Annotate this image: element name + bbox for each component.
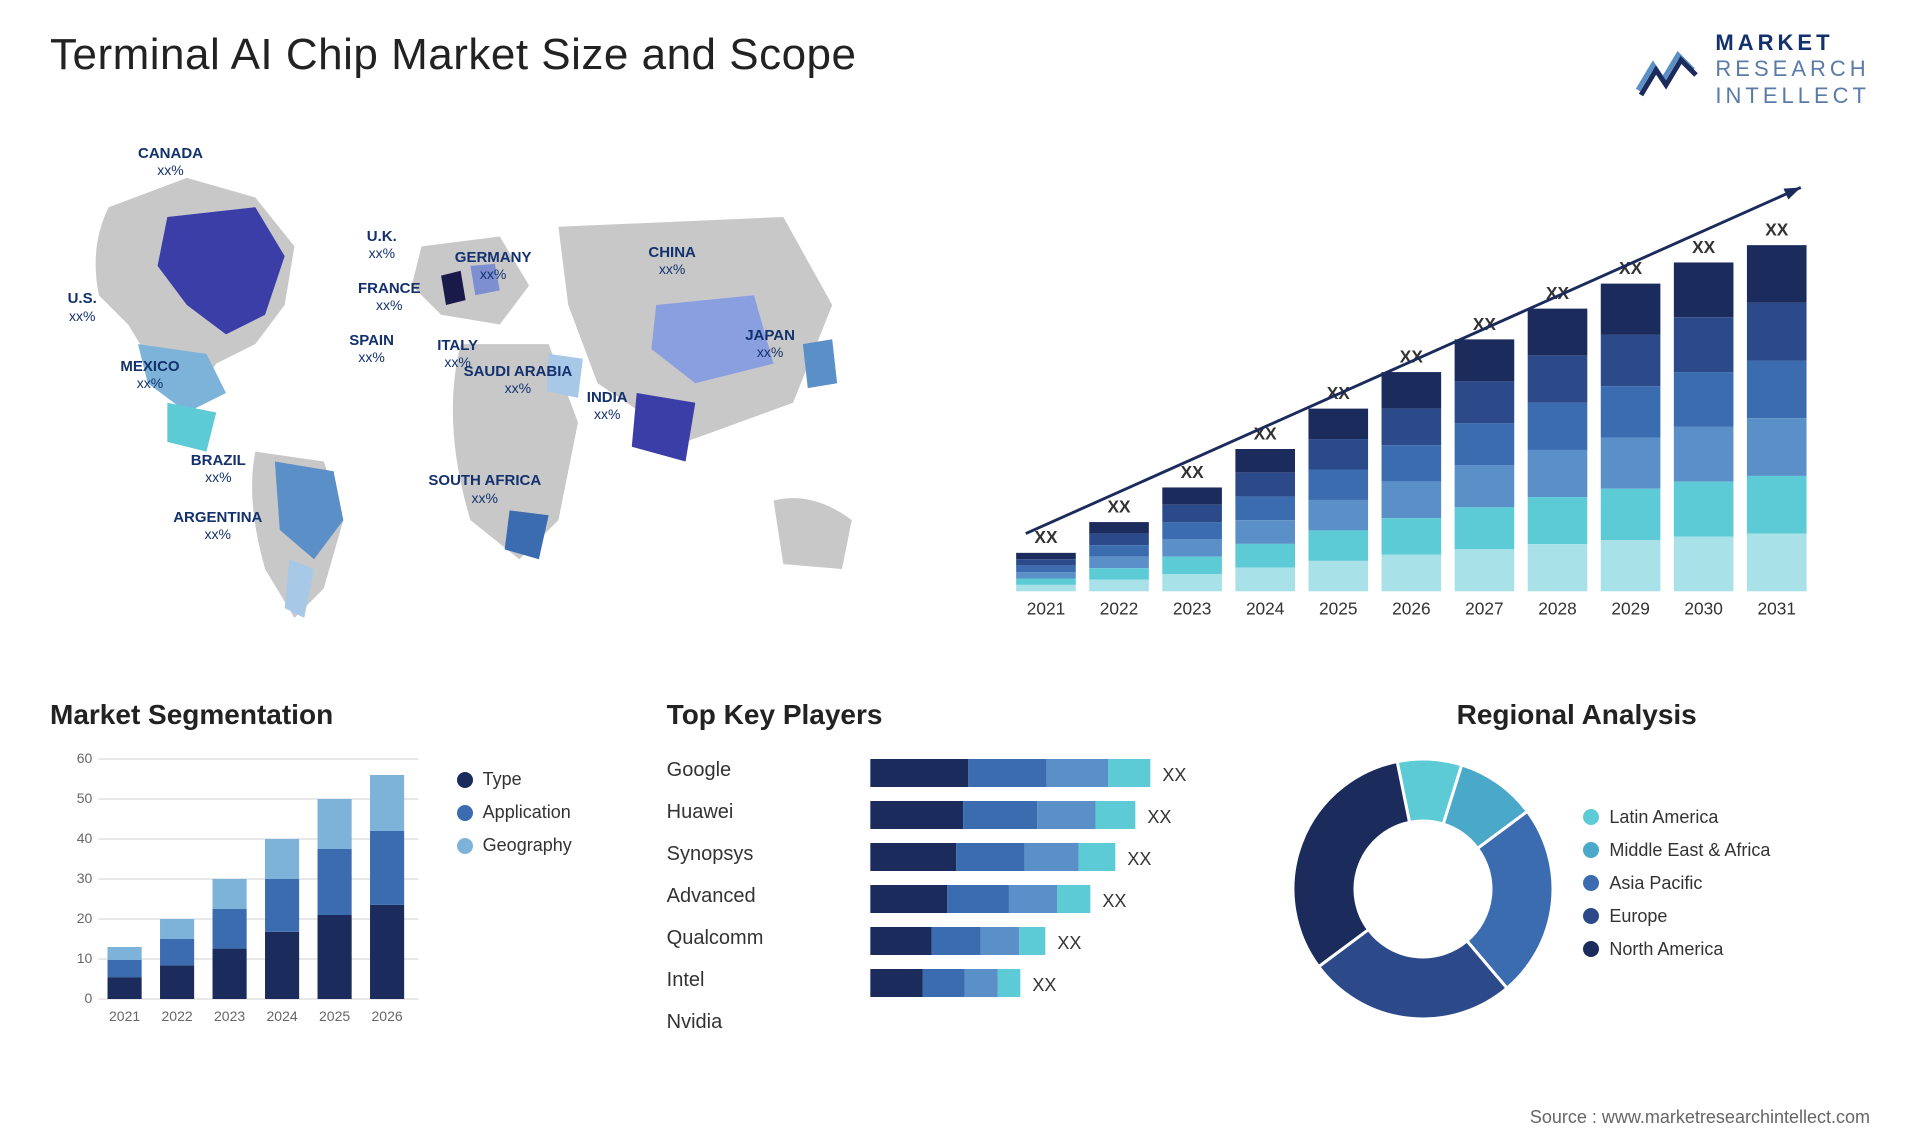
regional-legend: Latin America Middle East & Africa Asia Pa… — [1583, 807, 1783, 972]
svg-text:10: 10 — [77, 950, 93, 966]
country-label: CANADAxx% — [138, 145, 203, 180]
svg-text:2026: 2026 — [372, 1008, 403, 1024]
svg-text:XX: XX — [1057, 933, 1081, 953]
svg-text:2030: 2030 — [1684, 599, 1722, 619]
svg-text:XX: XX — [1107, 497, 1131, 517]
key-players-bars: XX XX XX XX XX XX — [867, 749, 1254, 1049]
svg-text:20: 20 — [77, 910, 93, 926]
legend-item: Type — [457, 769, 637, 790]
country-label: SPAINxx% — [349, 332, 394, 367]
svg-text:2024: 2024 — [267, 1008, 298, 1024]
key-player-name: Huawei — [667, 791, 847, 833]
country-label: U.S.xx% — [68, 290, 97, 325]
segmentation-panel: Market Segmentation 0 10 20 30 40 50 60 2021 202… — [50, 699, 637, 1049]
country-label: JAPANxx% — [745, 327, 795, 362]
svg-text:XX: XX — [1181, 462, 1205, 482]
legend-item: Geography — [457, 835, 637, 856]
svg-text:2023: 2023 — [214, 1008, 245, 1024]
segmentation-legend: Type Application Geography — [457, 749, 637, 1029]
country-label: INDIAxx% — [587, 389, 628, 424]
growth-chart: XX2021XX2022XX2023XX2024XX2025XX2026XX20… — [970, 129, 1870, 649]
key-players-title: Top Key Players — [667, 699, 1254, 731]
svg-text:2021: 2021 — [1027, 599, 1065, 619]
country-label: MEXICOxx% — [120, 358, 179, 393]
logo-text: MARKET RESEARCH INTELLECT — [1715, 30, 1870, 109]
svg-text:2024: 2024 — [1246, 599, 1285, 619]
logo-line2: RESEARCH — [1715, 56, 1870, 82]
svg-text:2027: 2027 — [1465, 599, 1503, 619]
growth-bars: XX2021XX2022XX2023XX2024XX2025XX2026XX20… — [980, 149, 1860, 649]
legend-item: Asia Pacific — [1583, 873, 1783, 894]
svg-text:2022: 2022 — [1100, 599, 1138, 619]
country-label: GERMANYxx% — [455, 249, 532, 284]
svg-text:XX: XX — [1162, 765, 1186, 785]
svg-text:2029: 2029 — [1611, 599, 1649, 619]
svg-text:XX: XX — [1102, 891, 1126, 911]
top-row: CANADAxx% U.S.xx% MEXICOxx% BRAZILxx% ARGENT… — [50, 129, 1870, 649]
svg-text:2021: 2021 — [109, 1008, 140, 1024]
svg-text:2031: 2031 — [1757, 599, 1795, 619]
regional-title: Regional Analysis — [1283, 699, 1870, 731]
svg-text:2025: 2025 — [1319, 599, 1357, 619]
country-label: SOUTH AFRICAxx% — [428, 472, 541, 507]
svg-text:30: 30 — [77, 870, 93, 886]
regional-donut — [1283, 749, 1563, 1029]
svg-text:XX: XX — [1034, 527, 1058, 547]
bottom-row: Market Segmentation 0 10 20 30 40 50 60 2021 202… — [50, 699, 1870, 1049]
country-label: U.K.xx% — [367, 228, 397, 263]
legend-item: Application — [457, 802, 637, 823]
legend-item: Middle East & Africa — [1583, 840, 1783, 861]
segmentation-chart: 0 10 20 30 40 50 60 2021 2022 2023 2024 2025 2026 — [50, 749, 437, 1029]
svg-text:XX: XX — [1147, 807, 1171, 827]
svg-text:XX: XX — [1127, 849, 1151, 869]
svg-text:XX: XX — [1765, 220, 1789, 240]
key-player-name: Qualcomm — [667, 917, 847, 959]
svg-text:50: 50 — [77, 790, 93, 806]
source-text: Source : www.marketresearchintellect.com — [1530, 1107, 1870, 1128]
country-label: FRANCExx% — [358, 280, 421, 315]
svg-text:60: 60 — [77, 750, 93, 766]
key-player-name: Synopsys — [667, 833, 847, 875]
segmentation-title: Market Segmentation — [50, 699, 637, 731]
svg-text:XX: XX — [1692, 237, 1716, 257]
brand-logo: MARKET RESEARCH INTELLECT — [1633, 30, 1870, 109]
key-player-name: Advanced — [667, 875, 847, 917]
regional-panel: Regional Analysis Latin America Middle Ea… — [1283, 699, 1870, 1049]
legend-item: Latin America — [1583, 807, 1783, 828]
country-label: ARGENTINAxx% — [173, 509, 262, 544]
key-players-names: GoogleHuaweiSynopsysAdvancedQualcommInte… — [667, 749, 847, 1049]
svg-text:0: 0 — [85, 990, 93, 1006]
key-player-name: Intel — [667, 959, 847, 1001]
svg-text:40: 40 — [77, 830, 93, 846]
legend-item: Europe — [1583, 906, 1783, 927]
country-label: SAUDI ARABIAxx% — [464, 363, 573, 398]
svg-text:2022: 2022 — [162, 1008, 193, 1024]
logo-line1: MARKET — [1715, 30, 1870, 56]
svg-text:2025: 2025 — [319, 1008, 350, 1024]
page-title: Terminal AI Chip Market Size and Scope — [50, 30, 857, 80]
key-players-panel: Top Key Players GoogleHuaweiSynopsysAdva… — [667, 699, 1254, 1049]
svg-text:2023: 2023 — [1173, 599, 1211, 619]
country-label: CHINAxx% — [648, 244, 696, 279]
country-label: BRAZILxx% — [191, 452, 246, 487]
logo-icon — [1633, 40, 1703, 100]
key-player-name: Google — [667, 749, 847, 791]
svg-text:2026: 2026 — [1392, 599, 1430, 619]
svg-text:2028: 2028 — [1538, 599, 1576, 619]
legend-item: North America — [1583, 939, 1783, 960]
svg-text:XX: XX — [1032, 975, 1056, 995]
logo-line3: INTELLECT — [1715, 83, 1870, 109]
world-map-panel: CANADAxx% U.S.xx% MEXICOxx% BRAZILxx% ARGENT… — [50, 129, 930, 649]
key-player-name: Nvidia — [667, 1001, 847, 1043]
header: Terminal AI Chip Market Size and Scope M… — [50, 30, 1870, 109]
